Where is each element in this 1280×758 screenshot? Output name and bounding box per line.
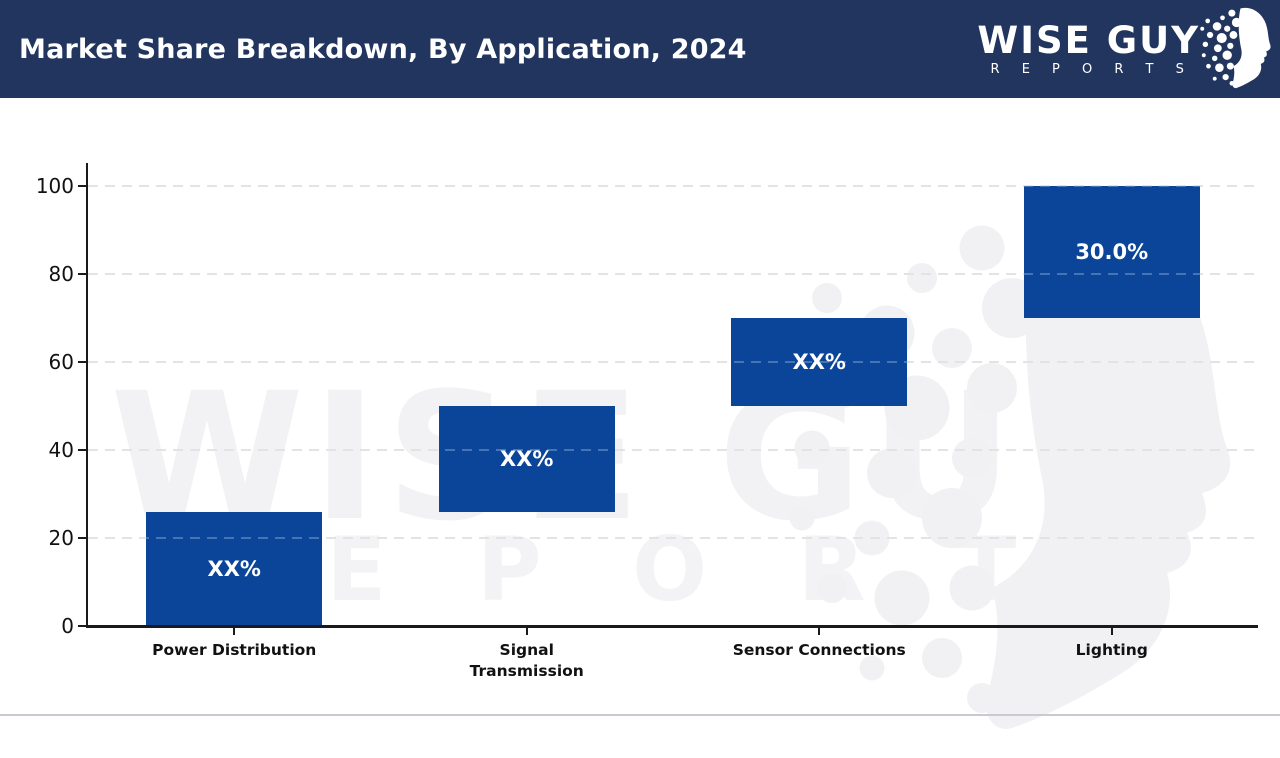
gridline-overlay-20 (88, 537, 1258, 539)
bar-lighting (1023, 186, 1200, 318)
gridline-40 (88, 449, 1258, 451)
gridline-60 (88, 361, 1258, 363)
x-axis-line (86, 625, 1258, 628)
x-tick-signal-transmission (525, 628, 528, 635)
y-tick-label-80: 80 (48, 262, 74, 286)
bar-sensor-connections (731, 318, 908, 406)
logo-wordmark: WISE GUY (977, 18, 1200, 62)
bar-signal-transmission (438, 406, 615, 512)
gridline-overlay-80 (88, 273, 1258, 275)
bottom-divider (0, 714, 1280, 716)
logo-head-icon (1200, 7, 1271, 89)
y-tick-label-0: 0 (61, 614, 74, 638)
x-tick-sensor-connections (818, 628, 821, 635)
y-tick-80 (78, 273, 86, 275)
x-tick-lighting (1110, 628, 1113, 635)
x-label-lighting: Lighting (1075, 641, 1148, 659)
x-label-signal-transmission: Signal Transmission (469, 641, 584, 680)
x-label-power-distribution: Power Distribution (152, 641, 317, 659)
y-tick-label-60: 60 (48, 350, 74, 374)
gridline-100 (88, 185, 1258, 187)
logo-tagline: R E P O R T S (990, 61, 1193, 77)
bar-power-distribution (146, 511, 323, 626)
wise-guy-logo: WISE GUY R E P O R T S (977, 5, 1280, 93)
y-tick-60 (78, 361, 86, 363)
y-tick-label-100: 100 (35, 174, 74, 198)
bar-value-label-signal-transmission: XX% (500, 446, 554, 471)
gridline-20 (88, 537, 1258, 539)
bar-value-label-lighting: 30.0% (1075, 240, 1149, 264)
y-tick-20 (78, 537, 86, 539)
gridline-80 (88, 273, 1258, 275)
logo-text: WISE GUY R E P O R T S (977, 22, 1200, 77)
gridline-overlay-100 (88, 185, 1258, 187)
bar-value-label-power-distribution: XX% (207, 556, 261, 581)
y-tick-40 (78, 449, 86, 451)
y-tick-0 (78, 625, 86, 627)
gridline-overlay-60 (88, 361, 1258, 363)
y-axis-line (86, 163, 88, 628)
waterfall-chart: WISE GU R E P O R T S 0 20 40 60 80 100 XX% Pow… (0, 98, 1280, 729)
gridline-overlay-40 (88, 449, 1258, 451)
y-tick-label-20: 20 (48, 526, 74, 550)
y-tick-label-40: 40 (48, 438, 74, 462)
bar-value-label-sensor-connections: XX% (792, 350, 846, 374)
y-tick-100 (78, 185, 86, 187)
header-bar: Market Share Breakdown, By Application, … (0, 0, 1280, 98)
x-label-sensor-connections: Sensor Connections (732, 641, 906, 659)
page-title: Market Share Breakdown, By Application, … (19, 33, 747, 65)
x-tick-power-distribution (233, 628, 236, 635)
